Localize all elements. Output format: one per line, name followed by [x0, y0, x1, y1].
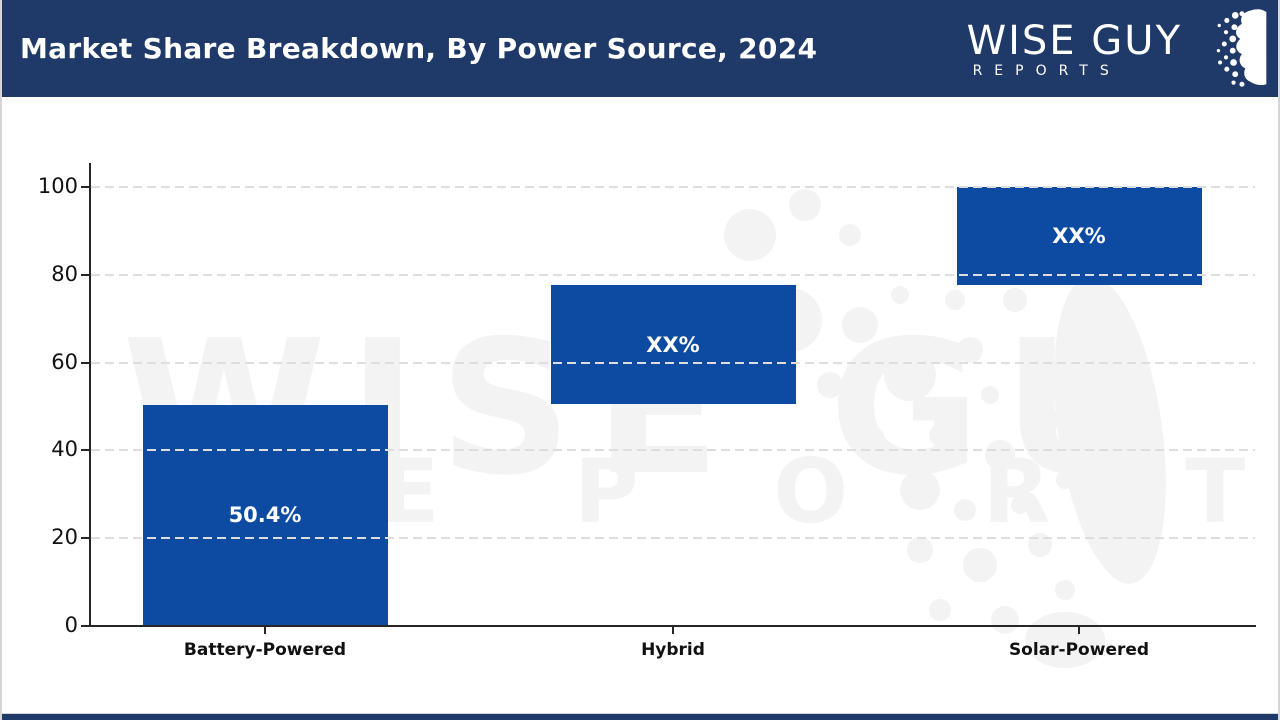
y-tick-40	[81, 449, 89, 452]
y-tick-100	[81, 186, 89, 188]
header-bar: Market Share Breakdown, By Power Source,…	[2, 0, 1278, 97]
y-tick-0	[81, 625, 89, 627]
y-tick-label-20: 20	[51, 525, 78, 550]
bar-solar-powered: XX%	[956, 186, 1202, 285]
category-label-1: Battery-Powered	[183, 640, 347, 660]
y-tick-label-0: 0	[64, 613, 78, 637]
x-axis-line	[89, 625, 1256, 627]
y-tick-80	[81, 273, 89, 276]
y-tick-20	[81, 537, 89, 540]
category-label-2: Hybrid	[641, 640, 705, 660]
gridline-40	[91, 449, 1255, 452]
face-profile-icon	[1216, 9, 1267, 87]
gridline-100	[91, 186, 1255, 188]
brand-name: WISE GUY	[966, 17, 1182, 64]
bar-hybrid: XX%	[550, 285, 796, 404]
y-tick-label-40: 40	[51, 437, 78, 462]
y-tick-60	[81, 361, 89, 364]
y-tick-label-100: 100	[37, 174, 78, 198]
brand-logo: WISE GUY REPORTS	[967, 6, 1268, 92]
bar-battery-powered: 50.4%	[142, 404, 388, 626]
y-axis-line	[89, 163, 91, 627]
x-tick-2	[672, 627, 674, 634]
footer-bar	[2, 714, 1278, 720]
bar-value-label: XX%	[1052, 223, 1106, 248]
gridline-80	[91, 273, 1255, 276]
brand-subname: REPORTS	[972, 62, 1121, 79]
y-tick-label-80: 80	[51, 261, 78, 286]
category-label-3: Solar-Powered	[1008, 640, 1150, 660]
x-tick-3	[1078, 627, 1080, 634]
brand-logo-text: WISE GUY REPORTS	[967, 20, 1182, 79]
bar-value-label: XX%	[646, 332, 700, 357]
gridline-60	[91, 361, 1255, 364]
bottom-hairline	[2, 713, 1278, 714]
x-tick-1	[264, 627, 266, 634]
chart-title: Market Share Breakdown, By Power Source,…	[20, 32, 818, 65]
y-tick-label-60: 60	[51, 349, 78, 374]
bar-value-label: 50.4%	[228, 503, 302, 528]
gridline-20	[91, 537, 1255, 540]
